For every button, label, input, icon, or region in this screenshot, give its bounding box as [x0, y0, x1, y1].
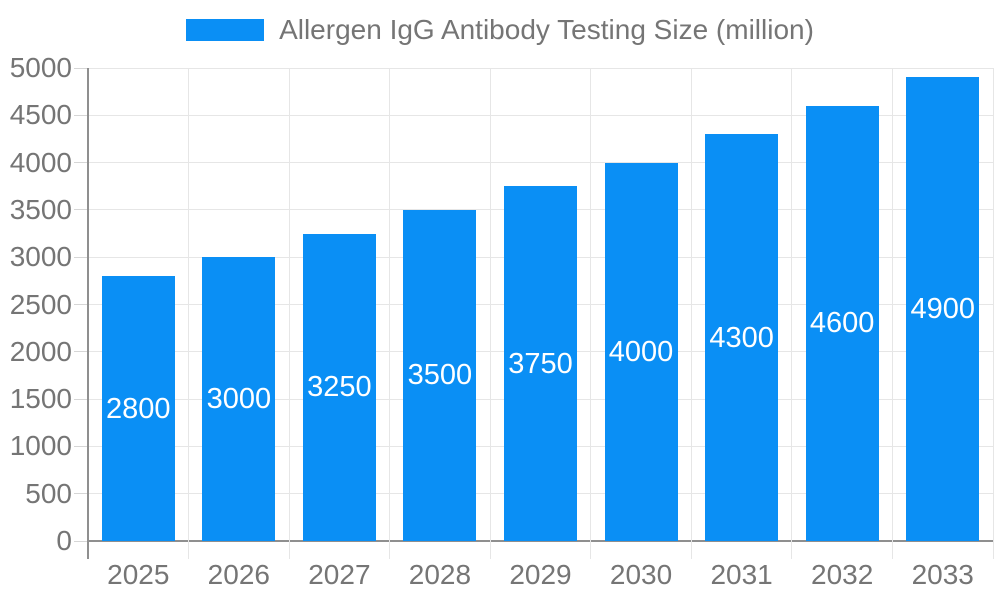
y-tick-mark [74, 493, 88, 495]
y-tick-mark [74, 114, 88, 116]
bar-2030[interactable] [604, 162, 678, 541]
bar-2031[interactable] [705, 134, 779, 541]
bar-value-label: 3000 [206, 383, 272, 416]
y-tick-label: 5000 [9, 52, 72, 83]
v-gridline [992, 68, 994, 541]
y-tick-label: 1000 [9, 430, 72, 462]
v-gridline [590, 68, 592, 541]
y-tick-mark [74, 351, 88, 353]
x-tick-label: 2027 [308, 559, 371, 590]
v-gridline [891, 68, 893, 541]
y-tick-mark [74, 67, 88, 69]
bar-value-label: 4300 [709, 321, 774, 354]
x-tick-label: 2031 [710, 559, 773, 590]
x-tick-label: 2028 [408, 559, 472, 590]
legend-label: Allergen IgG Antibody Testing Size (mill… [279, 14, 814, 45]
y-tick-mark [74, 304, 88, 305]
y-tick-mark [74, 256, 88, 258]
v-gridline [690, 68, 692, 541]
bar-2028[interactable] [403, 209, 477, 541]
bar-value-label: 3750 [508, 347, 573, 380]
y-tick-mark [74, 398, 88, 400]
x-tick-mark [791, 541, 793, 559]
legend-swatch [186, 19, 265, 41]
x-tick-label: 2032 [811, 559, 874, 590]
x-tick-mark [590, 541, 592, 559]
bar-value-label: 3250 [307, 371, 372, 404]
bar-2032[interactable] [805, 105, 879, 541]
v-gridline [489, 68, 491, 541]
y-tick-label: 3000 [9, 241, 72, 273]
x-tick-mark [489, 541, 491, 559]
bar-2025[interactable] [101, 276, 175, 541]
y-tick-mark [74, 162, 88, 164]
x-tick-label: 2026 [207, 559, 270, 590]
x-tick-label: 2029 [509, 559, 572, 590]
y-tick-label: 2500 [9, 288, 72, 320]
h-gridline [88, 114, 993, 116]
y-tick-label: 4500 [9, 99, 72, 131]
v-gridline [791, 68, 793, 541]
y-tick-label: 3500 [9, 193, 72, 225]
y-tick-mark [74, 540, 88, 542]
bar-2029[interactable] [504, 186, 577, 541]
x-axis-baseline [88, 540, 993, 542]
bar-2026[interactable] [202, 257, 276, 541]
y-tick-label: 4000 [9, 146, 72, 178]
x-tick-mark [690, 541, 692, 559]
y-tick-label: 500 [25, 477, 72, 509]
bar-2033[interactable] [906, 77, 980, 541]
x-tick-label: 2025 [107, 559, 170, 590]
v-gridline [389, 68, 391, 541]
y-tick-label: 2000 [9, 335, 72, 367]
y-axis-line [87, 68, 89, 559]
x-tick-mark [891, 541, 893, 559]
bar-value-label: 2800 [106, 392, 171, 425]
x-tick-mark [288, 541, 290, 559]
y-tick-mark [74, 209, 88, 211]
v-gridline [288, 68, 290, 541]
bar-value-label: 3500 [407, 359, 473, 392]
x-tick-label: 2033 [911, 559, 974, 590]
y-tick-label: 0 [56, 525, 72, 556]
x-tick-mark [992, 541, 994, 559]
x-tick-label: 2030 [609, 559, 673, 590]
h-gridline [88, 67, 993, 69]
y-tick-mark [74, 445, 88, 447]
bar-value-label: 4900 [910, 293, 975, 326]
v-gridline [188, 68, 190, 541]
bar-value-label: 4600 [809, 307, 875, 340]
chart-legend[interactable]: Allergen IgG Antibody Testing Size (mill… [0, 14, 1000, 46]
bar-value-label: 4000 [608, 335, 674, 368]
x-tick-mark [389, 541, 391, 559]
bar-2027[interactable] [302, 233, 376, 541]
x-tick-mark [188, 541, 190, 559]
y-tick-label: 1500 [9, 383, 72, 415]
h-gridline [88, 162, 993, 164]
